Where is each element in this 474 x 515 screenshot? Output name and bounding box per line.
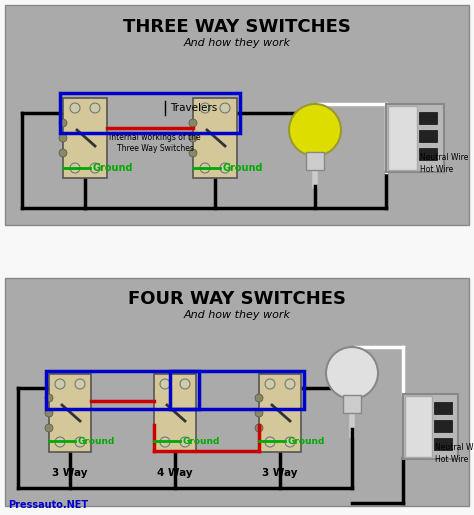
Text: Travelers: Travelers [170,103,217,113]
Circle shape [180,379,190,389]
Text: 3 Way: 3 Way [52,468,88,478]
Circle shape [255,409,263,417]
Text: Hot Wire: Hot Wire [435,455,468,465]
Circle shape [90,103,100,113]
Bar [419,130,437,142]
Circle shape [285,437,295,447]
Circle shape [55,379,65,389]
Circle shape [200,103,210,113]
Circle shape [255,394,263,402]
Text: Internal workings of the
Three Way Switches: Internal workings of the Three Way Switc… [109,133,201,153]
Bar [170,371,304,409]
Bar [49,374,91,452]
Circle shape [189,119,197,127]
Bar [343,395,361,413]
Circle shape [45,409,53,417]
Circle shape [59,134,67,142]
Circle shape [55,437,65,447]
Text: And how they work: And how they work [183,38,291,48]
Bar [154,374,196,452]
Bar [419,148,437,160]
Text: Neutral Wire: Neutral Wire [420,153,468,163]
Bar [193,98,237,178]
Bar [419,112,437,124]
Circle shape [70,163,80,173]
Text: Ground: Ground [78,437,115,445]
Bar [434,438,452,450]
Bar [403,394,458,459]
Circle shape [265,437,275,447]
Circle shape [326,347,378,399]
Circle shape [160,437,170,447]
Circle shape [180,437,190,447]
Text: Pressauto.NET: Pressauto.NET [8,500,88,510]
Bar [46,371,199,409]
Bar [434,420,452,432]
Bar [434,402,452,414]
Circle shape [75,379,85,389]
Text: Ground: Ground [183,437,220,445]
Circle shape [200,163,210,173]
Bar [63,98,107,178]
Circle shape [75,437,85,447]
Circle shape [45,394,53,402]
Circle shape [59,119,67,127]
Bar [388,106,417,170]
Text: THREE WAY SWITCHES: THREE WAY SWITCHES [123,18,351,36]
Text: Ground: Ground [223,163,264,173]
Circle shape [189,134,197,142]
Circle shape [289,104,341,156]
Text: And how they work: And how they work [183,310,291,320]
Text: 3 Way: 3 Way [262,468,298,478]
Circle shape [285,379,295,389]
Text: Hot Wire: Hot Wire [420,165,453,175]
Bar [60,93,240,133]
Circle shape [70,103,80,113]
Circle shape [59,149,67,157]
Circle shape [265,379,275,389]
Bar [386,104,444,172]
Text: Neutral Wire: Neutral Wire [435,443,474,453]
Circle shape [160,379,170,389]
Bar [306,152,324,170]
Circle shape [255,424,263,432]
Bar [405,396,432,457]
Bar [5,5,469,225]
Bar [5,278,469,506]
Circle shape [90,163,100,173]
Text: 4 Way: 4 Way [157,468,193,478]
Circle shape [220,103,230,113]
Bar [259,374,301,452]
Circle shape [189,149,197,157]
Circle shape [220,163,230,173]
Text: Ground: Ground [288,437,325,445]
Text: FOUR WAY SWITCHES: FOUR WAY SWITCHES [128,290,346,308]
Text: Ground: Ground [93,163,134,173]
Circle shape [45,424,53,432]
